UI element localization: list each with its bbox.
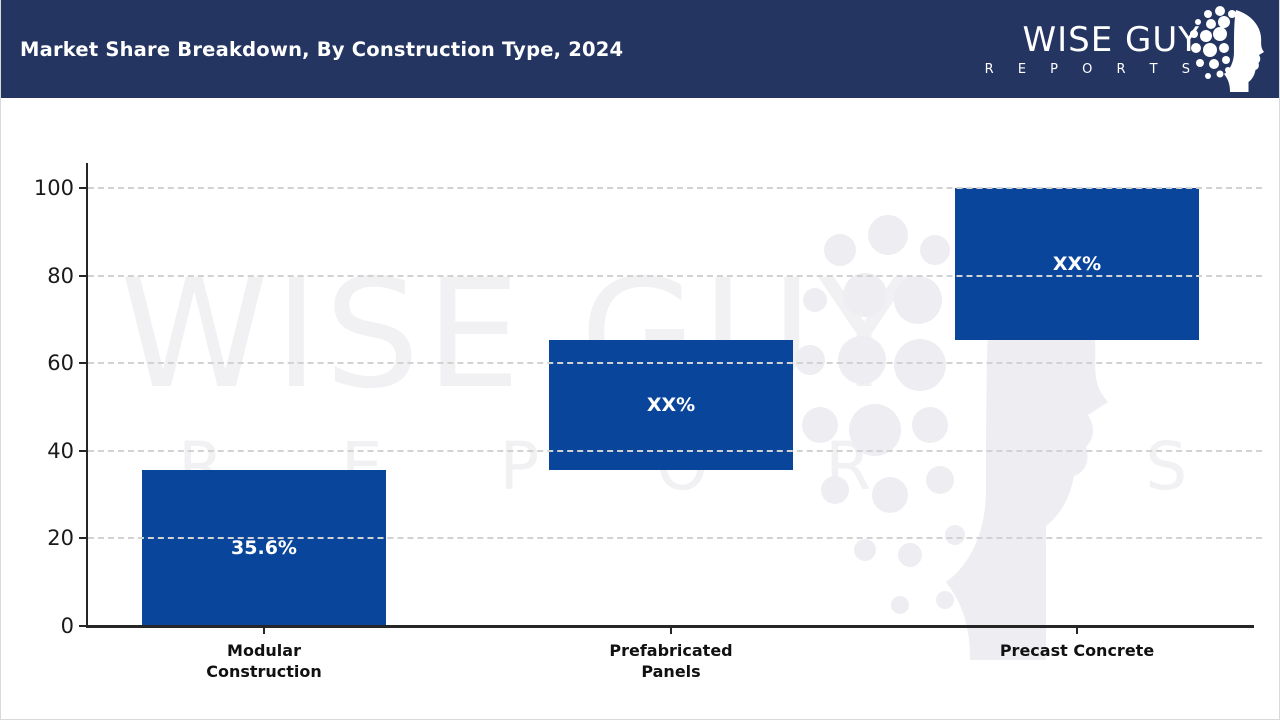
bar-2 <box>549 339 793 471</box>
gridline-60 <box>88 362 1262 365</box>
bar-value-label: XX% <box>646 393 696 416</box>
x-axis-category-label-line: Precast Concrete <box>999 641 1155 660</box>
bar-value-label: 35.6% <box>231 537 297 560</box>
logo-reports-text: R E P O R T S <box>984 61 1200 77</box>
chart-title: Market Share Breakdown, By Construction … <box>20 37 624 61</box>
y-tick-label: 60 <box>47 351 74 376</box>
header-bar: Market Share Breakdown, By Construction … <box>0 0 1280 98</box>
x-tick-mark <box>1076 628 1078 634</box>
dotted-head-icon <box>1190 6 1264 92</box>
x-axis-category-label-line: Prefabricated <box>609 641 733 660</box>
gridline-20 <box>88 537 1262 540</box>
x-axis-category-label: Precast Concrete <box>917 640 1237 661</box>
x-tick-mark <box>670 628 672 634</box>
logo-text: WISE GUY R E P O R T S <box>981 23 1200 76</box>
wise-guy-reports-logo: WISE GUY R E P O R T S <box>981 4 1266 94</box>
y-tick-mark <box>79 537 87 540</box>
y-tick-mark <box>79 449 87 452</box>
gridline-40 <box>88 449 1262 452</box>
x-axis-category-label: Prefabricated Panels <box>511 640 831 682</box>
y-tick-label: 0 <box>60 614 74 638</box>
gridline-80 <box>88 274 1262 277</box>
y-axis-line <box>86 163 88 627</box>
x-tick-mark <box>263 628 265 634</box>
x-axis-category-label: Modular Construction <box>104 640 424 682</box>
x-axis-category-label-line: Construction <box>206 662 322 681</box>
bar-1 <box>142 470 386 626</box>
logo-name-text: WISE GUY <box>1022 19 1200 60</box>
y-tick-mark <box>79 362 87 365</box>
bar-value-label: XX% <box>1052 252 1102 275</box>
y-tick-label: 40 <box>47 438 74 463</box>
x-axis-category-label-line: Panels <box>641 662 701 681</box>
y-tick-label: 80 <box>47 263 74 288</box>
gridline-100 <box>88 187 1262 189</box>
x-axis-category-label-line: Modular <box>227 641 301 660</box>
x-axis-line <box>86 625 1254 628</box>
y-tick-label: 20 <box>47 526 74 551</box>
y-tick-mark <box>79 187 87 189</box>
y-tick-mark <box>79 625 87 627</box>
y-tick-label: 100 <box>33 176 74 200</box>
y-tick-mark <box>79 274 87 277</box>
